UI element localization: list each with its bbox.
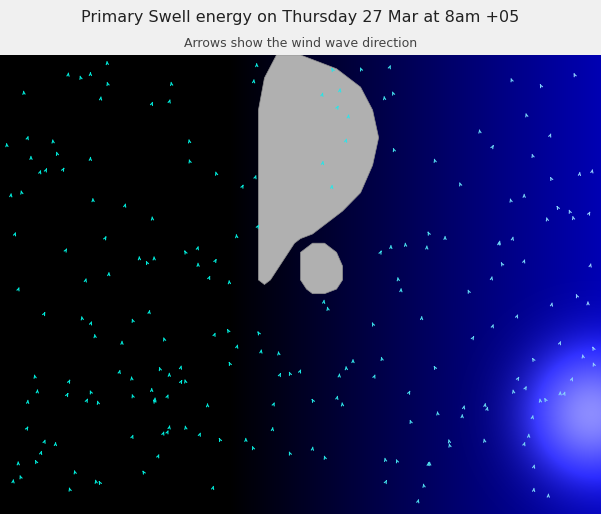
Polygon shape	[300, 243, 343, 293]
Polygon shape	[258, 55, 379, 285]
Text: Primary Swell energy on Thursday 27 Mar at 8am +05: Primary Swell energy on Thursday 27 Mar …	[81, 10, 520, 25]
Text: Arrows show the wind wave direction: Arrows show the wind wave direction	[184, 38, 417, 50]
